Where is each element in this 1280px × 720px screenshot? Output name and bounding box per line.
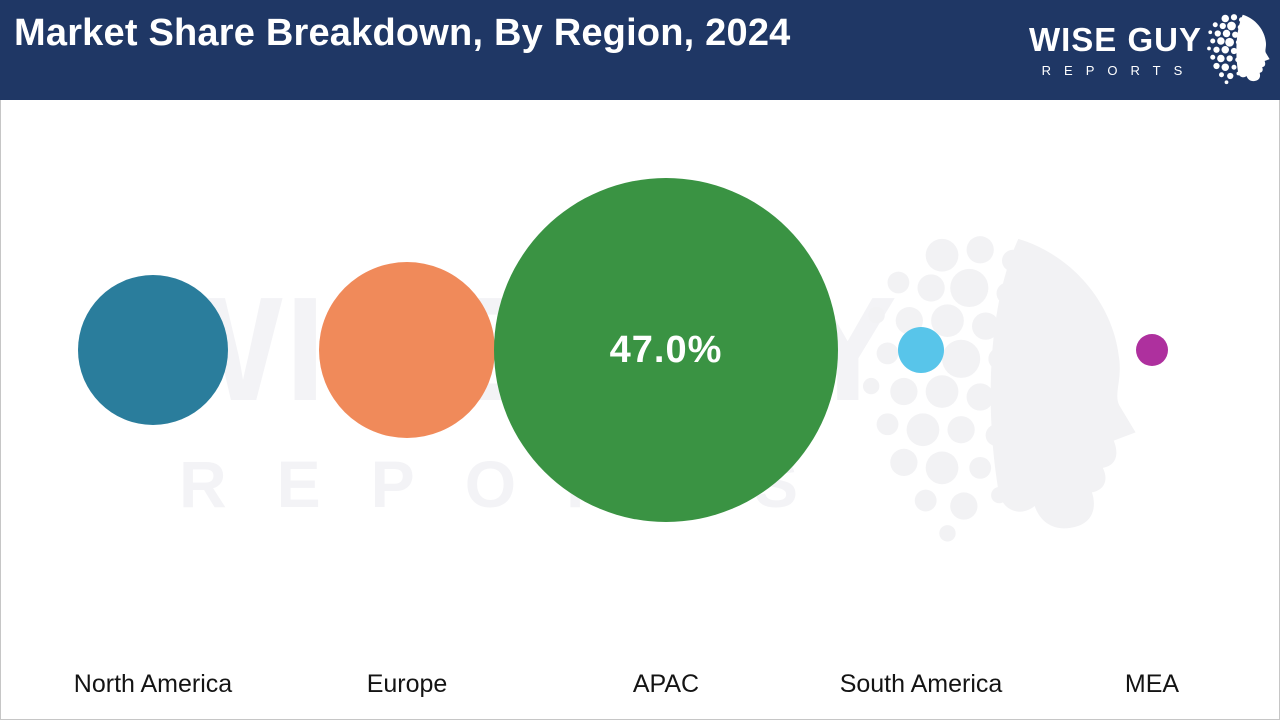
category-label-mea: MEA — [1124, 670, 1180, 698]
watermark-head-icon — [862, 236, 1136, 542]
bubble-europe — [319, 262, 495, 438]
category-label-north-america: North America — [73, 670, 233, 698]
brand-subtitle: REPORTS — [1041, 63, 1196, 78]
category-label-europe: Europe — [366, 670, 448, 698]
bubble-apac-value: 47.0% — [609, 328, 723, 371]
brand-logo: WISE GUY REPORTS — [1029, 10, 1274, 92]
brand-text: WISE GUY REPORTS — [1029, 23, 1202, 78]
bubble-north-america — [78, 275, 228, 425]
head-profile-dots-icon — [1207, 14, 1270, 85]
category-label-apac: APAC — [632, 670, 700, 698]
brand-name: WISE GUY — [1028, 21, 1202, 58]
header-bar: Market Share Breakdown, By Region, 2024 … — [0, 0, 1280, 100]
page-title: Market Share Breakdown, By Region, 2024 — [14, 12, 791, 54]
bubble-south-america — [898, 327, 944, 373]
bubble-apac: 47.0% — [494, 178, 838, 522]
bubble-mea — [1136, 334, 1168, 366]
category-label-south-america: South America — [839, 670, 1003, 698]
